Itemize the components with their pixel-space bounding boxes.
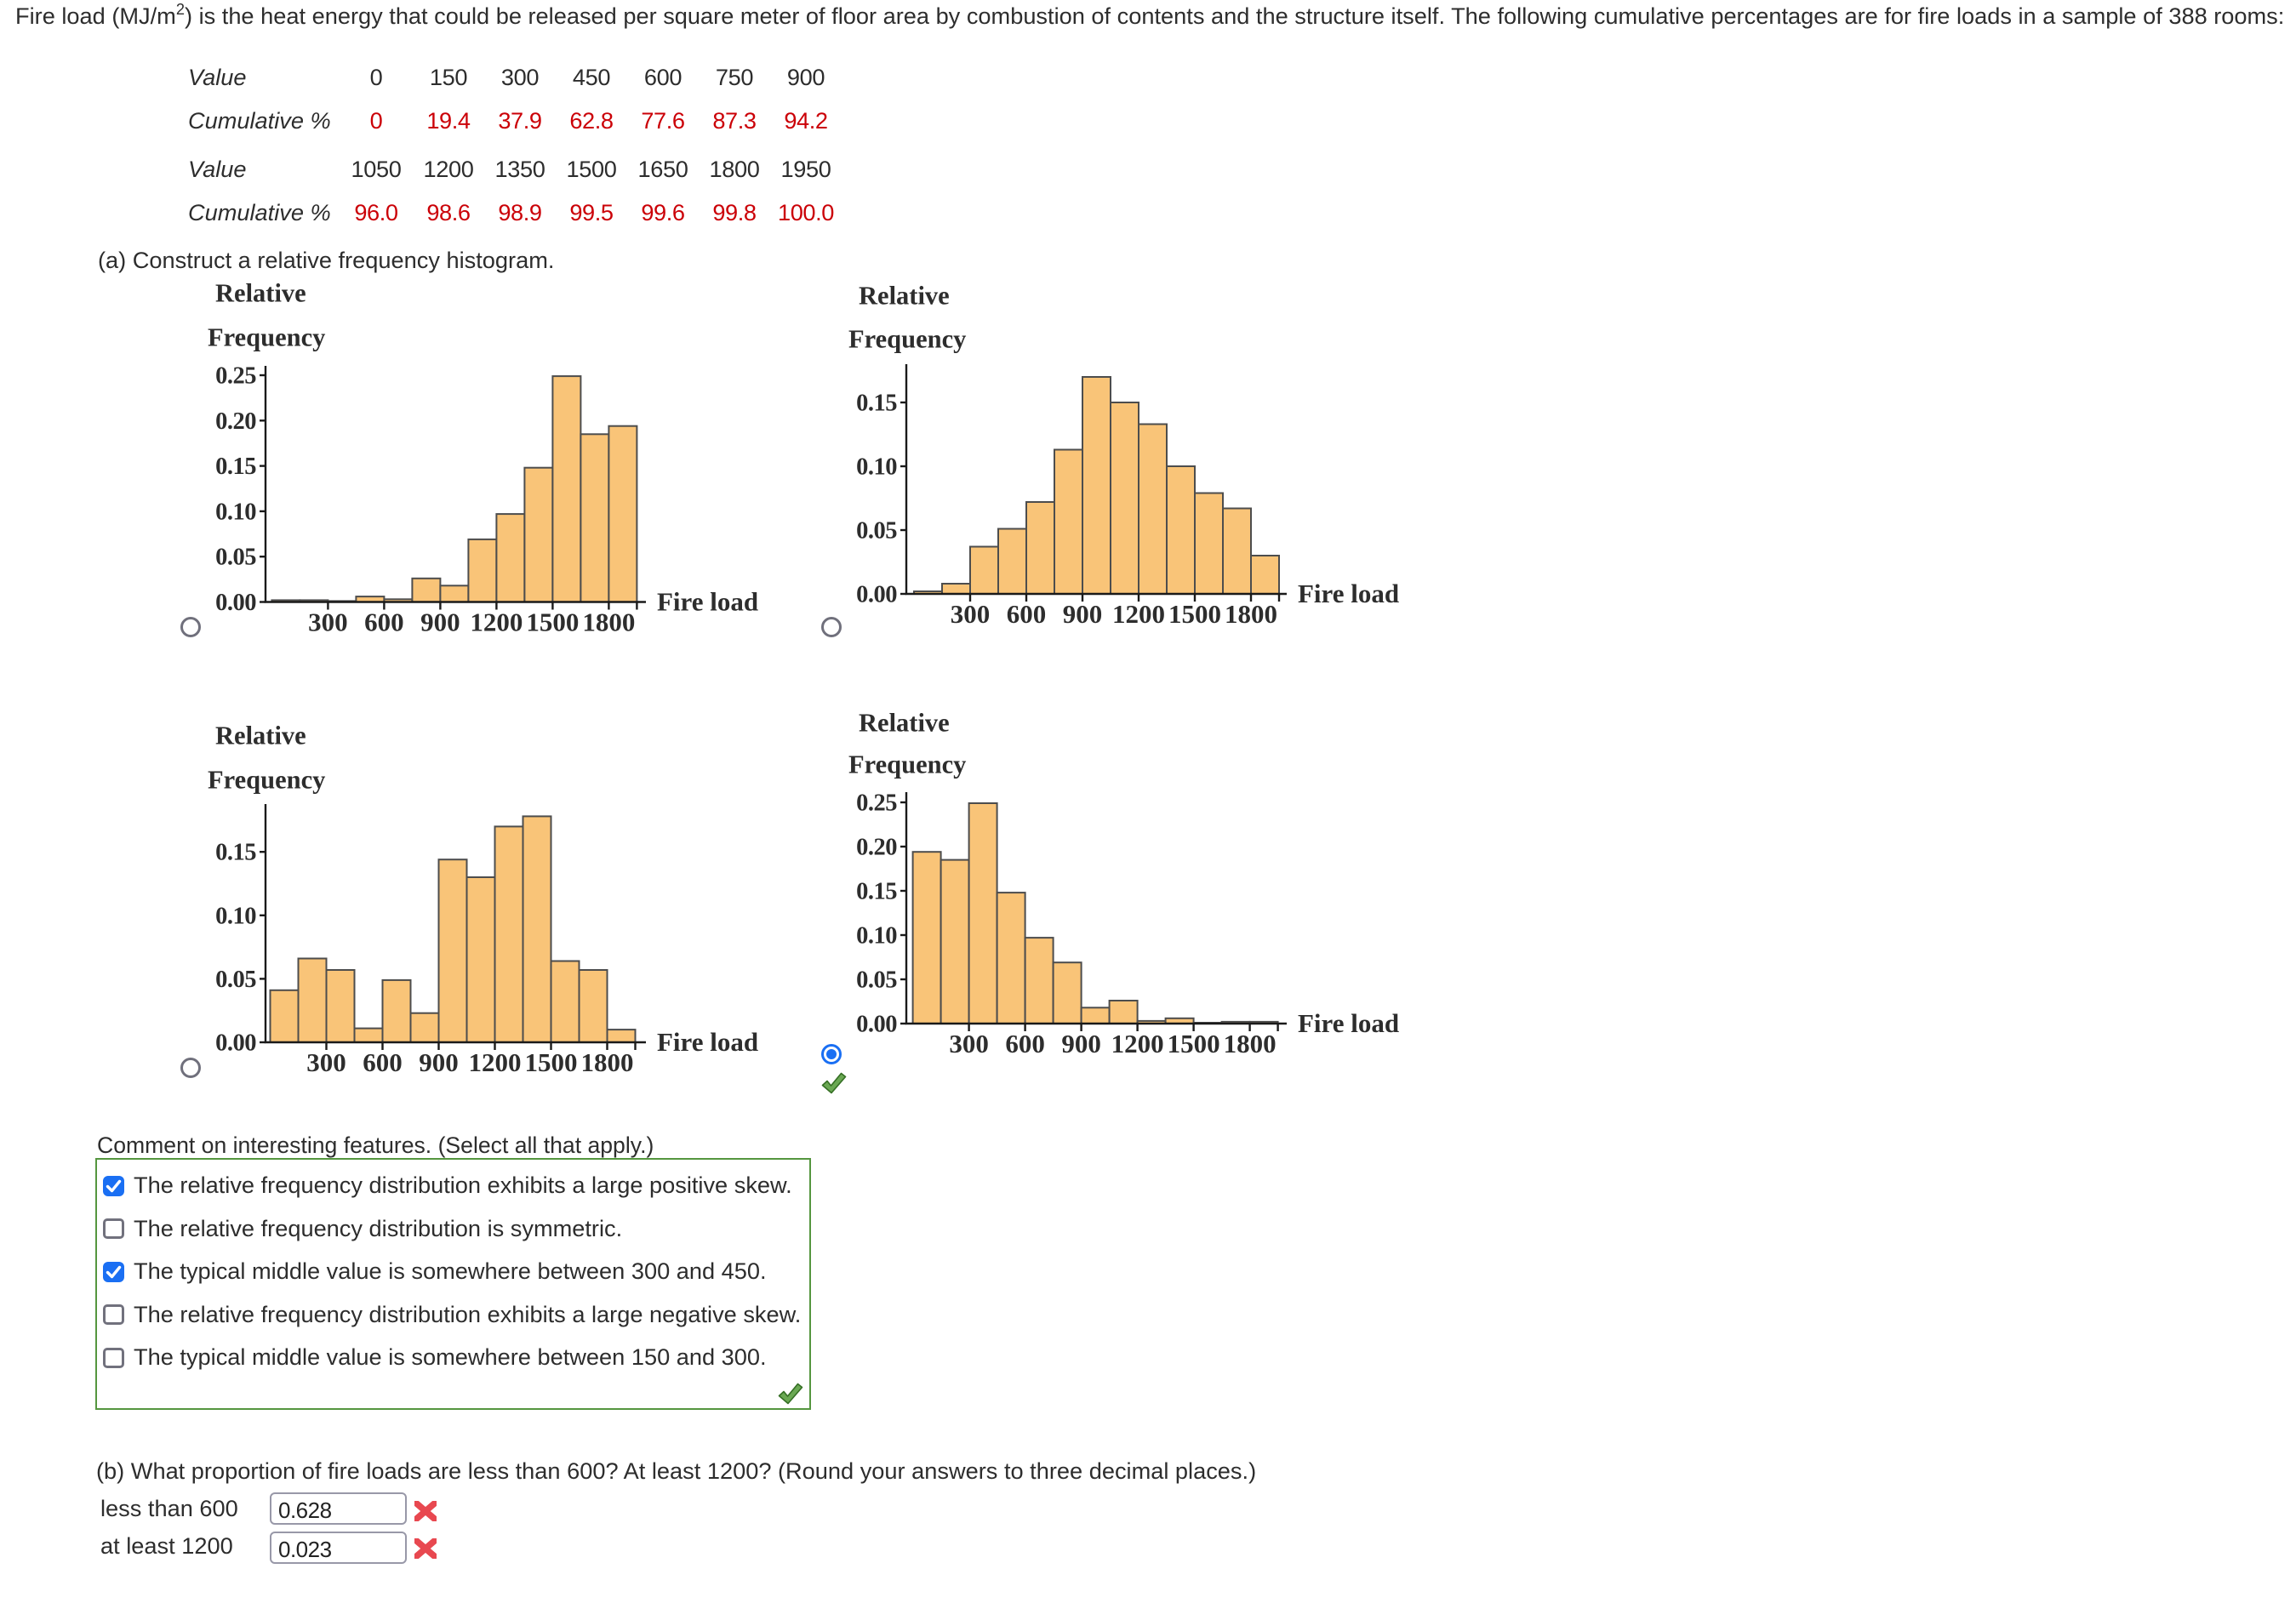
svg-text:900: 900 — [1061, 1029, 1101, 1058]
svg-text:1500: 1500 — [525, 1047, 578, 1077]
svg-text:900: 900 — [420, 608, 460, 637]
svg-text:0.25: 0.25 — [215, 363, 256, 390]
svg-text:Fire load: Fire load — [657, 587, 758, 617]
svg-text:0.00: 0.00 — [215, 590, 256, 616]
svg-text:1500: 1500 — [526, 608, 579, 637]
svg-text:Frequency: Frequency — [848, 325, 966, 354]
svg-text:600: 600 — [1007, 599, 1047, 629]
svg-text:Relative: Relative — [215, 722, 306, 750]
svg-text:300: 300 — [308, 608, 348, 637]
svg-text:0.10: 0.10 — [856, 923, 897, 950]
svg-text:0.05: 0.05 — [215, 545, 256, 571]
svg-text:Fire load: Fire load — [657, 1027, 758, 1057]
svg-text:Frequency: Frequency — [208, 323, 325, 352]
svg-text:1200: 1200 — [1112, 599, 1165, 629]
svg-text:Frequency: Frequency — [848, 750, 966, 779]
svg-text:600: 600 — [363, 1047, 403, 1077]
svg-text:300: 300 — [949, 1029, 989, 1058]
svg-text:0.00: 0.00 — [856, 1012, 897, 1038]
svg-text:1800: 1800 — [1225, 599, 1277, 629]
svg-text:0.20: 0.20 — [856, 835, 897, 861]
svg-text:600: 600 — [1005, 1029, 1045, 1058]
svg-text:Relative: Relative — [859, 282, 950, 311]
svg-text:1200: 1200 — [469, 1047, 522, 1077]
svg-text:Relative: Relative — [859, 709, 950, 738]
svg-text:0.10: 0.10 — [215, 903, 256, 929]
svg-text:0.00: 0.00 — [856, 582, 897, 608]
svg-text:1200: 1200 — [1111, 1029, 1164, 1058]
svg-text:0.10: 0.10 — [856, 454, 897, 481]
svg-text:1500: 1500 — [1168, 1029, 1220, 1058]
svg-text:300: 300 — [951, 599, 991, 629]
svg-text:1800: 1800 — [582, 608, 635, 637]
svg-text:1500: 1500 — [1168, 599, 1221, 629]
svg-text:1800: 1800 — [581, 1047, 634, 1077]
svg-text:Fire load: Fire load — [1298, 1008, 1399, 1038]
svg-text:0.00: 0.00 — [215, 1030, 256, 1057]
svg-text:0.10: 0.10 — [215, 499, 256, 525]
svg-text:0.05: 0.05 — [856, 967, 897, 994]
svg-text:1200: 1200 — [470, 608, 523, 637]
svg-text:0.15: 0.15 — [215, 454, 256, 480]
svg-text:Frequency: Frequency — [208, 766, 325, 795]
svg-text:0.05: 0.05 — [856, 518, 897, 545]
svg-text:300: 300 — [306, 1047, 346, 1077]
svg-text:0.25: 0.25 — [856, 790, 897, 817]
svg-text:0.15: 0.15 — [215, 840, 256, 866]
svg-text:Relative: Relative — [215, 279, 306, 308]
svg-text:0.15: 0.15 — [856, 879, 897, 905]
svg-text:0.05: 0.05 — [215, 967, 256, 993]
svg-text:0.15: 0.15 — [856, 391, 897, 417]
svg-text:1800: 1800 — [1224, 1029, 1277, 1058]
svg-text:600: 600 — [364, 608, 404, 637]
svg-text:Fire load: Fire load — [1298, 579, 1399, 608]
svg-text:900: 900 — [1063, 599, 1103, 629]
svg-text:900: 900 — [419, 1047, 459, 1077]
svg-text:0.20: 0.20 — [215, 408, 256, 435]
